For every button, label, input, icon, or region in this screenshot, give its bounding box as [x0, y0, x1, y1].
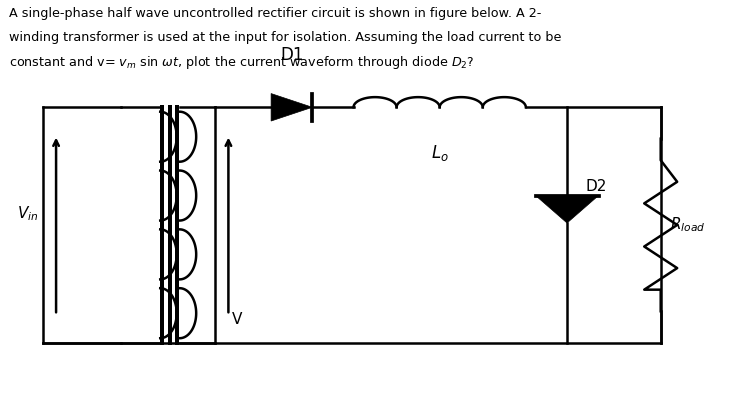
Text: D2: D2: [586, 179, 607, 194]
Text: $V_{in}$: $V_{in}$: [17, 204, 39, 222]
Text: A single-phase half wave uncontrolled rectifier circuit is shown in figure below: A single-phase half wave uncontrolled re…: [9, 7, 541, 20]
Text: constant and v= $v_m$ sin $\omega t$, plot the current waveform through diode $D: constant and v= $v_m$ sin $\omega t$, pl…: [9, 55, 475, 71]
Polygon shape: [535, 196, 599, 223]
Text: winding transformer is used at the input for isolation. Assuming the load curren: winding transformer is used at the input…: [9, 31, 561, 44]
Text: V: V: [232, 312, 243, 327]
Polygon shape: [271, 94, 312, 121]
Text: $L_o$: $L_o$: [431, 143, 449, 163]
Text: $R_{load}$: $R_{load}$: [670, 216, 705, 234]
Text: D1: D1: [280, 46, 304, 64]
